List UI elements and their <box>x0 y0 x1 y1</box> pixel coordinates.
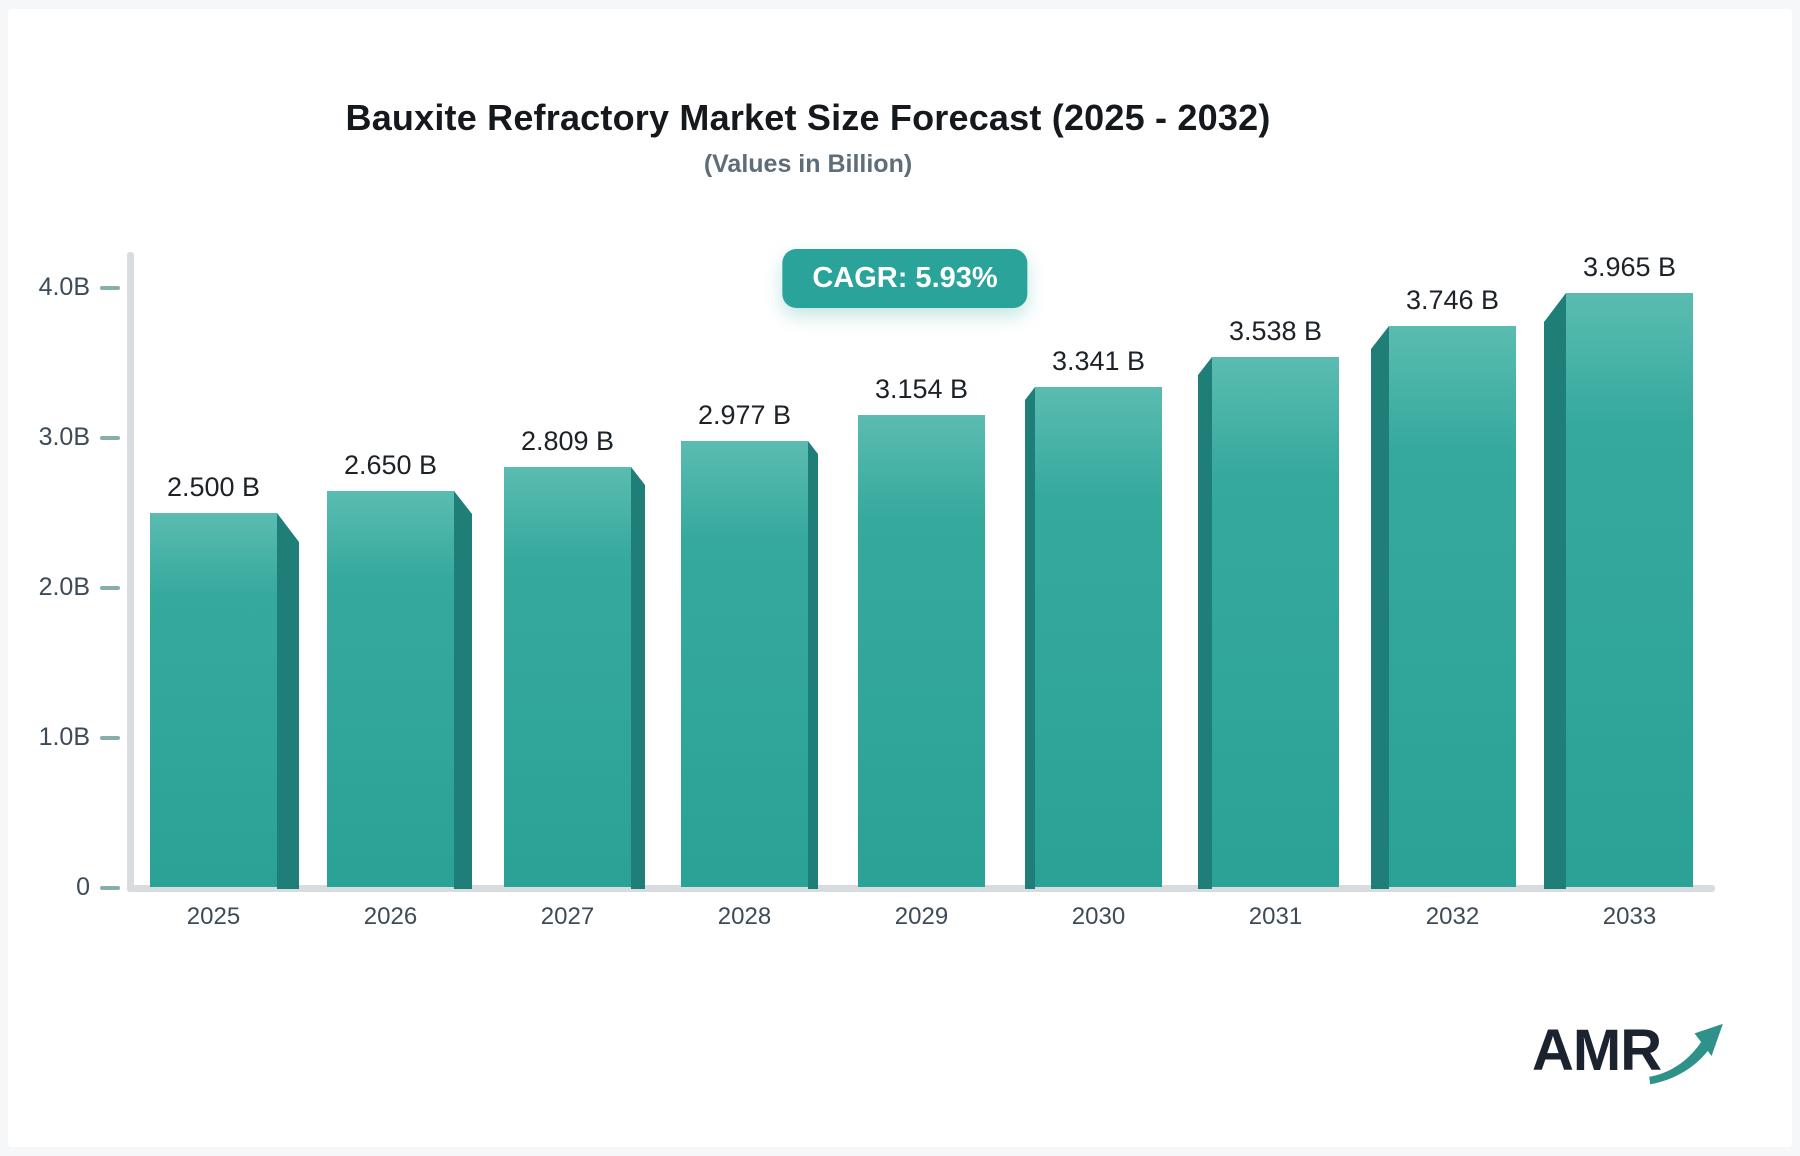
y-axis-tick <box>100 286 120 290</box>
page-subtitle: (Values in Billion) <box>703 150 913 178</box>
bar-value-label-2033: 3.965 B <box>1582 252 1677 282</box>
x-axis-label-2031: 2031 <box>1248 903 1303 930</box>
y-axis-tick-label: 3.0B <box>38 423 90 451</box>
y-axis-tick <box>100 436 120 440</box>
bar-value-label-2027: 2.809 B <box>520 426 615 456</box>
x-axis-label-2032: 2032 <box>1425 903 1480 930</box>
bar-2025[interactable] <box>150 513 277 887</box>
bar-2025-side-face <box>277 513 299 889</box>
amr-logo: AMR <box>1532 1022 1727 1090</box>
cagr-badge: CAGR: 5.93% <box>782 249 1028 308</box>
x-axis-label-2025: 2025 <box>186 903 241 930</box>
bar-2032-side-face <box>1371 326 1389 889</box>
bar-2030-side-face <box>1025 387 1035 889</box>
bar-value-label-2029: 3.154 B <box>874 374 969 404</box>
growth-arrow-icon <box>1649 1023 1723 1085</box>
bar-value-label-2025: 2.500 B <box>166 472 261 502</box>
y-axis-line <box>127 252 134 892</box>
y-axis-tick <box>100 586 120 590</box>
bar-2033[interactable] <box>1566 293 1693 887</box>
bar-value-label-2032: 3.746 B <box>1405 285 1500 315</box>
x-axis-label-2033: 2033 <box>1602 903 1657 930</box>
bar-2029[interactable] <box>858 415 985 887</box>
page-title: Bauxite Refractory Market Size Forecast … <box>345 97 1271 138</box>
x-axis-baseline <box>127 885 1715 892</box>
x-axis-label-2030: 2030 <box>1071 903 1126 930</box>
x-axis-label-2027: 2027 <box>540 903 595 930</box>
amr-logo-text: AMR <box>1532 1018 1662 1083</box>
bar-value-label-2028: 2.977 B <box>697 400 792 430</box>
x-axis-label-2026: 2026 <box>363 903 418 930</box>
bar-value-label-2030: 3.341 B <box>1051 346 1146 376</box>
bar-2026[interactable] <box>327 491 454 887</box>
bar-2027[interactable] <box>504 467 631 887</box>
y-axis-tick-label: 1.0B <box>38 723 90 751</box>
x-axis-label-2029: 2029 <box>894 903 949 930</box>
bar-value-label-2031: 3.538 B <box>1228 316 1323 346</box>
y-axis-tick <box>100 886 120 890</box>
bar-2028[interactable] <box>681 441 808 887</box>
x-axis-label-2028: 2028 <box>717 903 772 930</box>
bar-2032[interactable] <box>1389 326 1516 887</box>
y-axis-tick-label: 4.0B <box>38 273 90 301</box>
bar-2026-side-face <box>454 491 472 889</box>
bar-2031-side-face <box>1198 357 1212 889</box>
bar-value-label-2026: 2.650 B <box>343 450 438 480</box>
y-axis-tick-label: 2.0B <box>38 573 90 601</box>
bar-2027-side-face <box>631 467 645 889</box>
bar-2030[interactable] <box>1035 387 1162 887</box>
y-axis-tick <box>100 736 120 740</box>
bar-2028-side-face <box>808 441 818 889</box>
y-axis-tick-label: 0 <box>76 873 90 901</box>
bar-2031[interactable] <box>1212 357 1339 887</box>
bar-2033-side-face <box>1544 293 1566 889</box>
